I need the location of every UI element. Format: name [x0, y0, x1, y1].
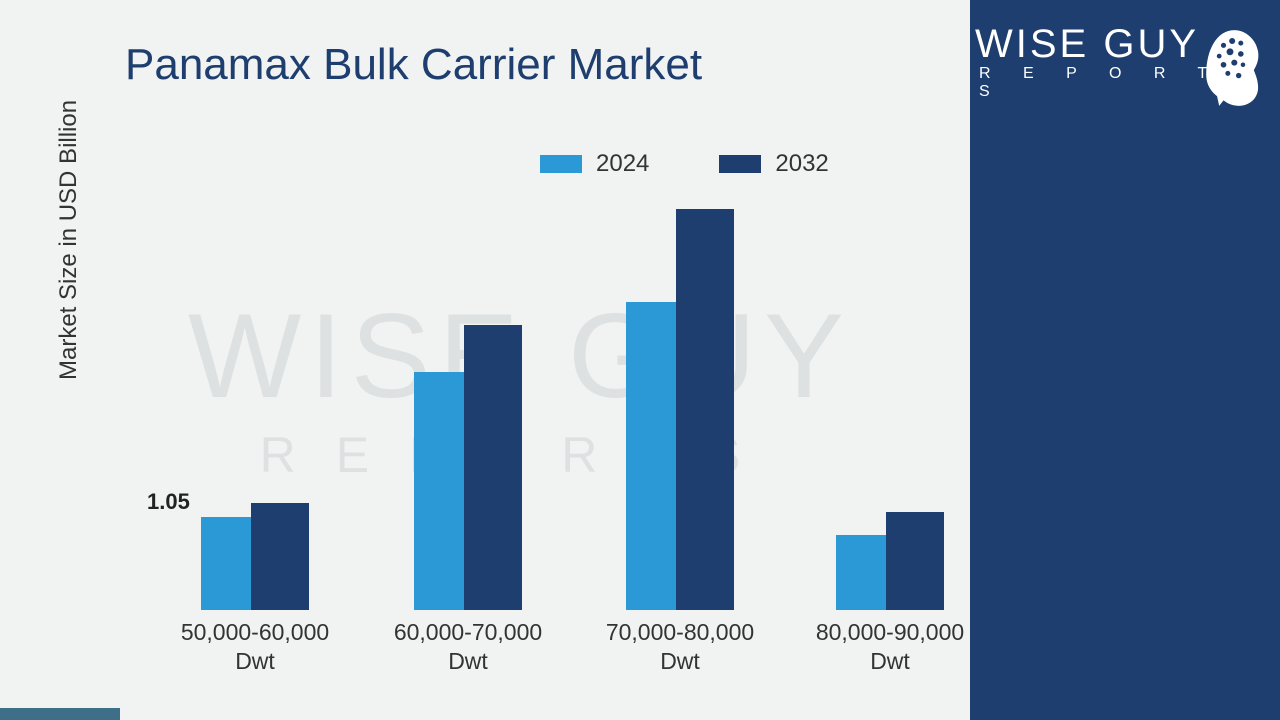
x-tick-label: 50,000-60,000Dwt [155, 618, 355, 676]
bar-group [388, 325, 548, 610]
legend-label-2032: 2032 [775, 150, 828, 178]
x-tick-label: 70,000-80,000Dwt [580, 618, 780, 676]
x-axis-labels: 50,000-60,000Dwt60,000-70,000Dwt70,000-8… [130, 618, 950, 688]
x-tick-label: 80,000-90,000Dwt [790, 618, 990, 676]
bar-group: 1.05 [175, 503, 335, 610]
head-silhouette-icon [1196, 28, 1264, 108]
y-axis-label: Market Size in USD Billion [55, 100, 83, 380]
bar-2032 [251, 503, 309, 610]
legend-item-2024: 2024 [540, 150, 649, 178]
bar-2032 [676, 209, 734, 610]
chart-title: Panamax Bulk Carrier Market [125, 40, 702, 90]
legend-swatch-2024 [540, 155, 582, 173]
bar-2032 [886, 512, 944, 610]
brand-logo: WISE GUY R E P O R T S [975, 22, 1260, 142]
chart-canvas: WISE GUY R E P O R T S Panamax Bulk Carr… [0, 0, 1280, 720]
bottom-accent-bar [0, 708, 120, 720]
bar-group [810, 512, 970, 610]
bar-group [600, 209, 760, 610]
bar-value-label: 1.05 [147, 489, 190, 515]
legend-item-2032: 2032 [719, 150, 828, 178]
bar-2032 [464, 325, 522, 610]
plot-area: 1.05 [130, 190, 950, 610]
legend: 2024 2032 [540, 150, 829, 178]
legend-label-2024: 2024 [596, 150, 649, 178]
x-tick-label: 60,000-70,000Dwt [368, 618, 568, 676]
legend-swatch-2032 [719, 155, 761, 173]
